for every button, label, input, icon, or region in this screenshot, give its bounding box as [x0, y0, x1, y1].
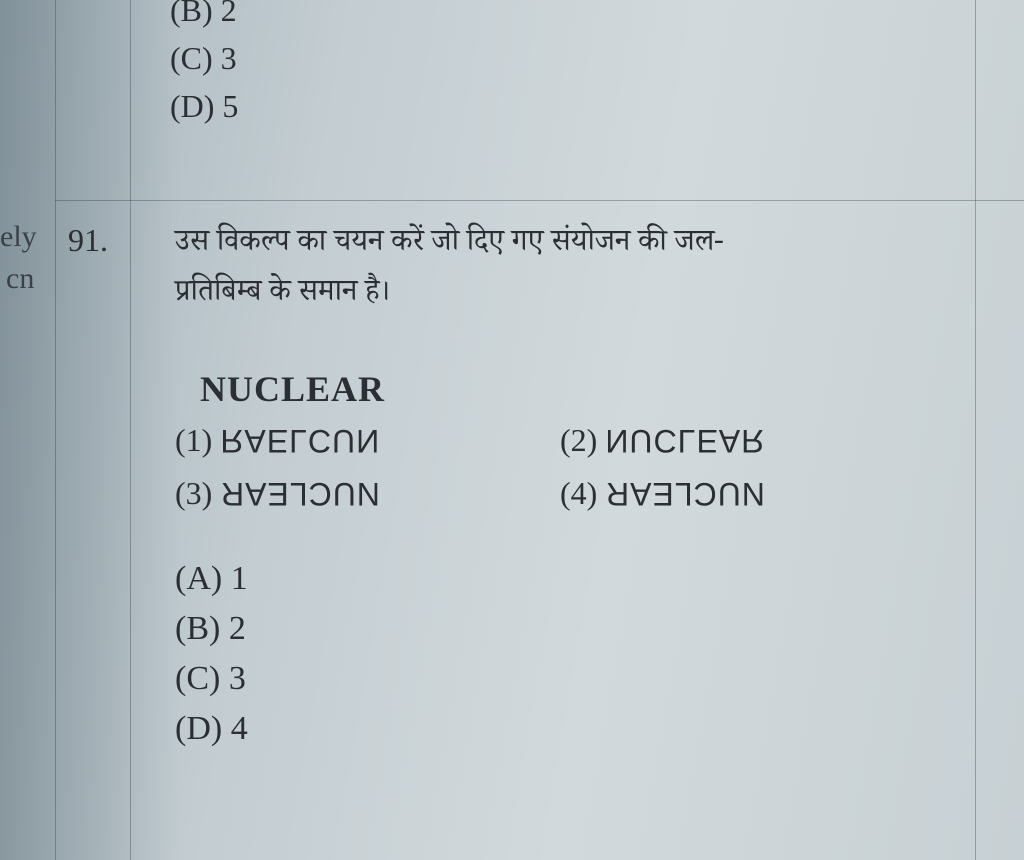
answer-a: (A) 1: [175, 560, 248, 598]
answer-c: (C) 3: [175, 660, 246, 698]
choice-2-label: (2): [560, 422, 597, 458]
choice-4-text: NUCLEAR: [605, 475, 765, 512]
answer-b: (B) 2: [175, 610, 246, 648]
choice-1-label: (1): [175, 422, 212, 458]
choice-2-text: NUCLEAR: [605, 422, 765, 459]
question-line-1: उस विकल्प का चयन करें जो दिए गए संयोजन क…: [175, 222, 724, 269]
question-headword: NUCLEAR: [200, 368, 385, 410]
choice-2: (2) NUCLEAR: [560, 422, 765, 459]
margin-text-2: cn: [6, 262, 34, 296]
rule-v2: [130, 0, 131, 860]
choice-3: (3) NUCLEAR: [175, 475, 380, 512]
question-line-2: प्रतिबिम्ब के समान है।: [175, 272, 390, 319]
rule-v3: [975, 0, 976, 860]
prev-option-d: (D) 5: [170, 88, 238, 125]
scan-shadow: [0, 0, 180, 860]
choice-3-label: (3): [175, 475, 212, 511]
margin-text-1: ely: [0, 220, 37, 254]
choice-4: (4) NUCLEAR: [560, 475, 765, 512]
prev-option-c: (C) 3: [170, 40, 237, 77]
choice-4-label: (4): [560, 475, 597, 511]
question-number: 91.: [68, 222, 108, 259]
choice-1-text: RAELCUN: [220, 422, 380, 459]
choice-1: (1) RAELCUN: [175, 422, 380, 459]
prev-option-b: (B) 2: [170, 0, 237, 29]
rule-v1: [55, 0, 56, 860]
scanned-page: (B) 2 (C) 3 (D) 5 ely cn 91. उस विकल्प क…: [0, 0, 1024, 860]
answer-d: (D) 4: [175, 710, 248, 748]
choice-3-text: NUCLEAR: [220, 475, 380, 512]
rule-h1: [55, 200, 1024, 201]
